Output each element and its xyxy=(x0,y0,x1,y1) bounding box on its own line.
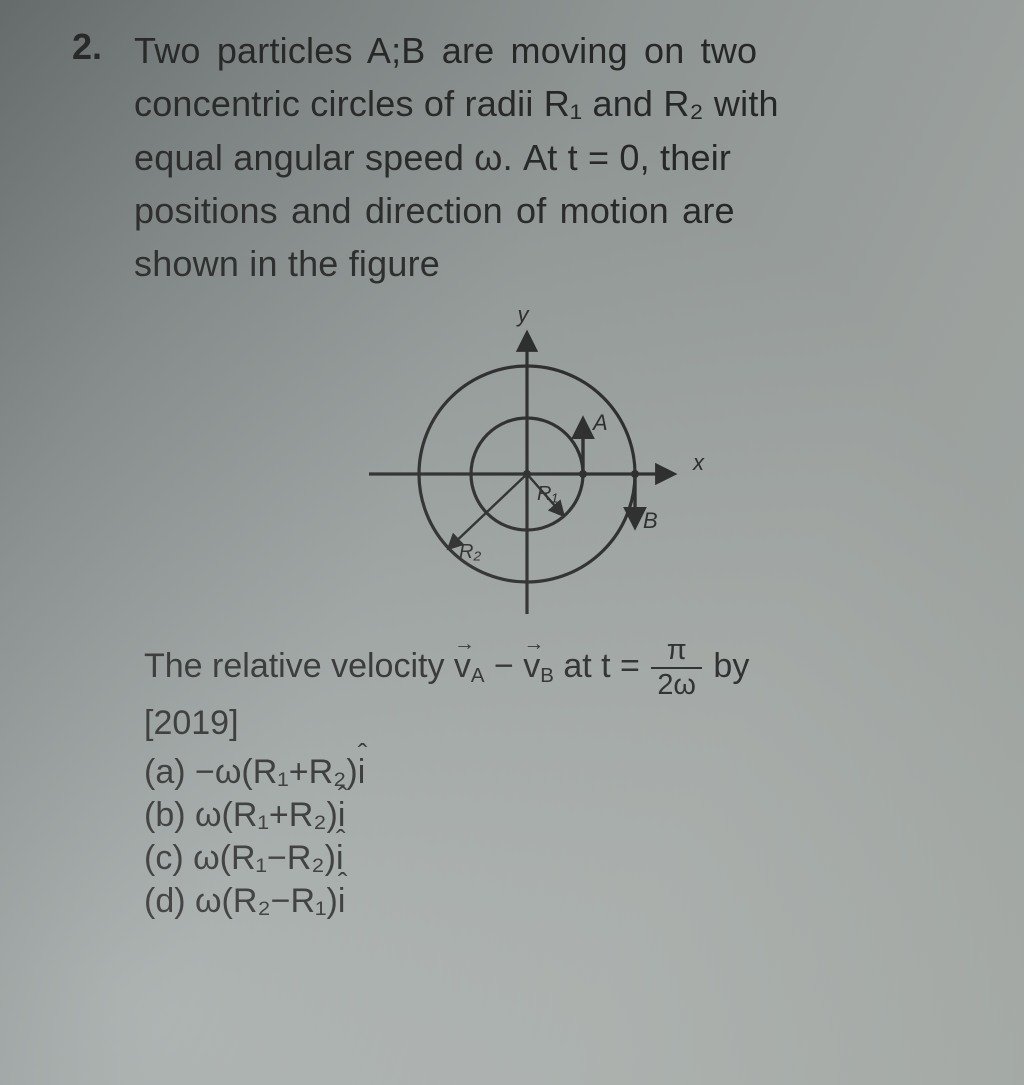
option-a: (a) −ω(R₁+R₂)i xyxy=(144,753,982,792)
svg-text:R₁: R₁ xyxy=(537,483,558,505)
option-a-text: −ω(R₁+R₂) xyxy=(195,753,358,791)
options-block: (a) −ω(R₁+R₂)i (b) ω(R₁+R₂)i (c) ω(R₁−R₂… xyxy=(144,753,982,921)
stem-line-3: equal angular speed ω. At t = 0, their xyxy=(134,137,731,178)
option-a-tag: (a) xyxy=(144,753,186,791)
option-c-tag: (c) xyxy=(144,839,184,877)
option-b-text: ω(R₁+R₂) xyxy=(195,796,338,834)
page-root: 2. Two particles A;B are moving on two c… xyxy=(0,0,1024,1085)
svg-text:R₂: R₂ xyxy=(459,541,481,563)
question-number: 2. xyxy=(72,24,108,290)
option-d-tag: (d) xyxy=(144,882,186,920)
rv-minus: − xyxy=(494,647,523,685)
svg-text:x: x xyxy=(692,450,705,475)
vb-sub: B xyxy=(540,665,554,687)
stem-line-4: positions and direction of motion are xyxy=(134,190,735,231)
vec-vb: v xyxy=(523,647,540,686)
frac-num: π xyxy=(651,636,702,669)
frac-den: 2ω xyxy=(651,669,702,700)
option-c: (c) ω(R₁−R₂)i xyxy=(144,839,982,878)
question-stem: Two particles A;B are moving on two conc… xyxy=(134,24,982,290)
va-sub: A xyxy=(471,665,485,687)
time-fraction: π 2ω xyxy=(651,636,702,700)
vec-va: v xyxy=(454,647,471,686)
ihat-a: i xyxy=(358,753,366,792)
va-sym: v xyxy=(454,647,471,685)
option-d-text: ω(R₂−R₁) xyxy=(195,882,338,920)
stem-line-1: Two particles A;B are moving on two xyxy=(134,30,757,71)
option-b: (b) ω(R₁+R₂)i xyxy=(144,796,982,835)
relative-velocity-line: The relative velocity vA − vB at t = π 2… xyxy=(144,636,976,700)
ihat-d: i xyxy=(338,882,346,921)
question-block: 2. Two particles A;B are moving on two c… xyxy=(72,24,982,290)
option-b-tag: (b) xyxy=(144,796,186,834)
stem-line-5: shown in the figure xyxy=(134,243,440,284)
svg-text:y: y xyxy=(516,302,531,327)
concentric-circles-figure: x y A B R₁ R₂ xyxy=(337,294,717,634)
svg-text:B: B xyxy=(643,508,658,533)
rv-mid: at t = xyxy=(563,647,649,685)
vb-sym: v xyxy=(523,647,540,685)
option-d: (d) ω(R₂−R₁)i xyxy=(144,882,982,921)
svg-text:A: A xyxy=(591,410,608,435)
stem-line-2: concentric circles of radii R₁ and R₂ wi… xyxy=(134,83,779,124)
rv-suffix: by xyxy=(713,647,749,685)
figure-wrap: x y A B R₁ R₂ xyxy=(72,294,982,634)
question-year: [2019] xyxy=(144,704,982,743)
rv-prefix: The relative velocity xyxy=(144,647,454,685)
option-c-text: ω(R₁−R₂) xyxy=(193,839,336,877)
